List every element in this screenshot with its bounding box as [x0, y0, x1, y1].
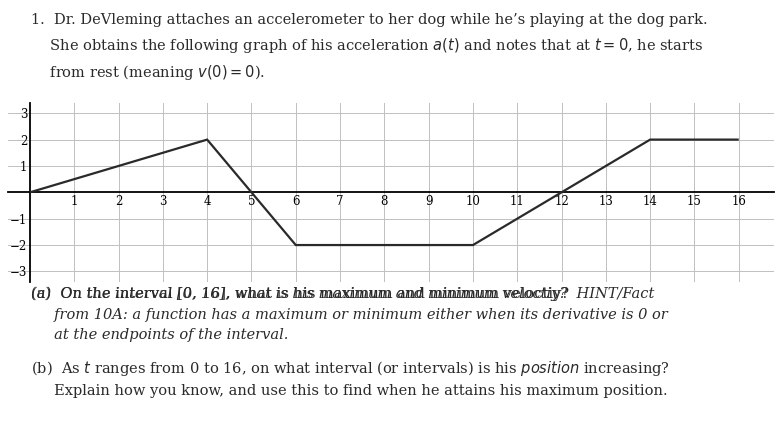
Text: (a)  On the interval [0, 16], what is his maximum and minimum veloctiy?: (a) On the interval [0, 16], what is his…: [30, 286, 578, 301]
Text: 1.  Dr. DeVleming attaches an accelerometer to her dog while he’s playing at the: 1. Dr. DeVleming attaches an acceleromet…: [30, 14, 708, 82]
Text: (a)  On the interval [0, 16], what is his maximum and minimum veloctiy?  HINT/Fa: (a) On the interval [0, 16], what is his…: [30, 286, 668, 342]
Text: (b)  As $t$ ranges from 0 to 16, on what interval (or intervals) is his $\it{pos: (b) As $t$ ranges from 0 to 16, on what …: [30, 359, 669, 398]
